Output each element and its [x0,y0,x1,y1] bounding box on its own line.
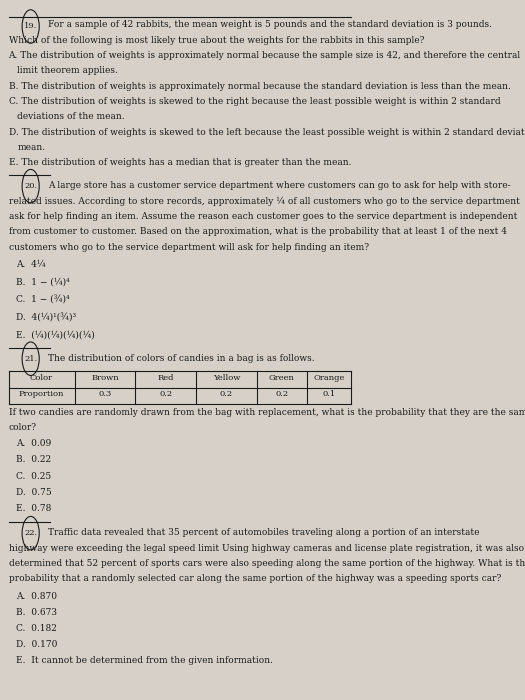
Text: B.  1 − (¼)⁴: B. 1 − (¼)⁴ [16,278,69,287]
Text: from customer to customer. Based on the approximation, what is the probability t: from customer to customer. Based on the … [8,228,507,237]
Text: Proportion: Proportion [19,391,64,398]
Text: 19.: 19. [24,22,37,31]
Text: 21.: 21. [24,355,37,363]
Text: 0.2: 0.2 [275,391,288,398]
Text: B.  0.22: B. 0.22 [16,456,51,464]
Text: A large store has a customer service department where customers can go to ask fo: A large store has a customer service dep… [48,181,510,190]
Text: A.  0.870: A. 0.870 [16,592,57,601]
Text: Orange: Orange [313,374,344,382]
Text: If two candies are randomly drawn from the bag with replacement, what is the pro: If two candies are randomly drawn from t… [8,408,525,417]
Text: Which of the following is most likely true about the weights for the rabbits in : Which of the following is most likely tr… [8,36,424,45]
Text: related issues. According to store records, approximately ¼ of all customers who: related issues. According to store recor… [8,197,519,206]
Text: B. The distribution of weights is approximately normal because the standard devi: B. The distribution of weights is approx… [8,82,510,90]
Text: A. The distribution of weights is approximately normal because the sample size i: A. The distribution of weights is approx… [8,51,521,60]
Text: Red: Red [158,374,174,382]
Text: 0.3: 0.3 [98,391,111,398]
Text: C.  1 − (¾)⁴: C. 1 − (¾)⁴ [16,295,69,304]
Text: A.  4¼: A. 4¼ [16,260,45,270]
Text: C.  0.182: C. 0.182 [16,624,57,633]
Text: probability that a randomly selected car along the same portion of the highway w: probability that a randomly selected car… [8,574,501,583]
Text: deviations of the mean.: deviations of the mean. [17,112,125,121]
Text: Yellow: Yellow [213,374,240,382]
Text: E. The distribution of weights has a median that is greater than the mean.: E. The distribution of weights has a med… [8,158,351,167]
Text: 0.1: 0.1 [322,391,335,398]
Text: Brown: Brown [91,374,119,382]
Text: determined that 52 percent of sports cars were also speeding along the same port: determined that 52 percent of sports car… [8,559,525,568]
Text: 0.2: 0.2 [159,391,172,398]
Text: customers who go to the service department will ask for help finding an item?: customers who go to the service departme… [8,243,369,251]
Text: limit theorem applies.: limit theorem applies. [17,66,118,75]
Text: D. The distribution of weights is skewed to the left because the least possible : D. The distribution of weights is skewed… [8,127,525,136]
Text: 22.: 22. [24,529,37,537]
Text: 0.2: 0.2 [219,391,233,398]
Text: Traffic data revealed that 35 percent of automobiles traveling along a portion o: Traffic data revealed that 35 percent of… [48,528,479,538]
Text: D.  0.170: D. 0.170 [16,640,57,650]
Text: D.  0.75: D. 0.75 [16,488,51,496]
Text: A.  0.09: A. 0.09 [16,440,51,448]
Text: color?: color? [8,424,37,432]
Text: C.  0.25: C. 0.25 [16,472,51,480]
Text: E.  (¼)(¼)(¼)(¼): E. (¼)(¼)(¼)(¼) [16,331,94,340]
Text: The distribution of colors of candies in a bag is as follows.: The distribution of colors of candies in… [48,354,314,363]
Text: 20.: 20. [24,182,37,190]
Text: D.  4(¼)¹(¾)³: D. 4(¼)¹(¾)³ [16,313,76,322]
Text: E.  0.78: E. 0.78 [16,504,51,512]
Text: Color: Color [30,374,53,382]
Text: ask for help finding an item. Assume the reason each customer goes to the servic: ask for help finding an item. Assume the… [8,212,517,221]
Text: For a sample of 42 rabbits, the mean weight is 5 pounds and the standard deviati: For a sample of 42 rabbits, the mean wei… [48,20,492,29]
Text: E.  It cannot be determined from the given information.: E. It cannot be determined from the give… [16,657,272,666]
Text: Green: Green [269,374,295,382]
Text: B.  0.673: B. 0.673 [16,608,57,617]
Text: highway were exceeding the legal speed limit Using highway cameras and license p: highway were exceeding the legal speed l… [8,544,523,552]
Text: mean.: mean. [17,143,46,152]
Text: C. The distribution of weights is skewed to the right because the least possible: C. The distribution of weights is skewed… [8,97,500,106]
